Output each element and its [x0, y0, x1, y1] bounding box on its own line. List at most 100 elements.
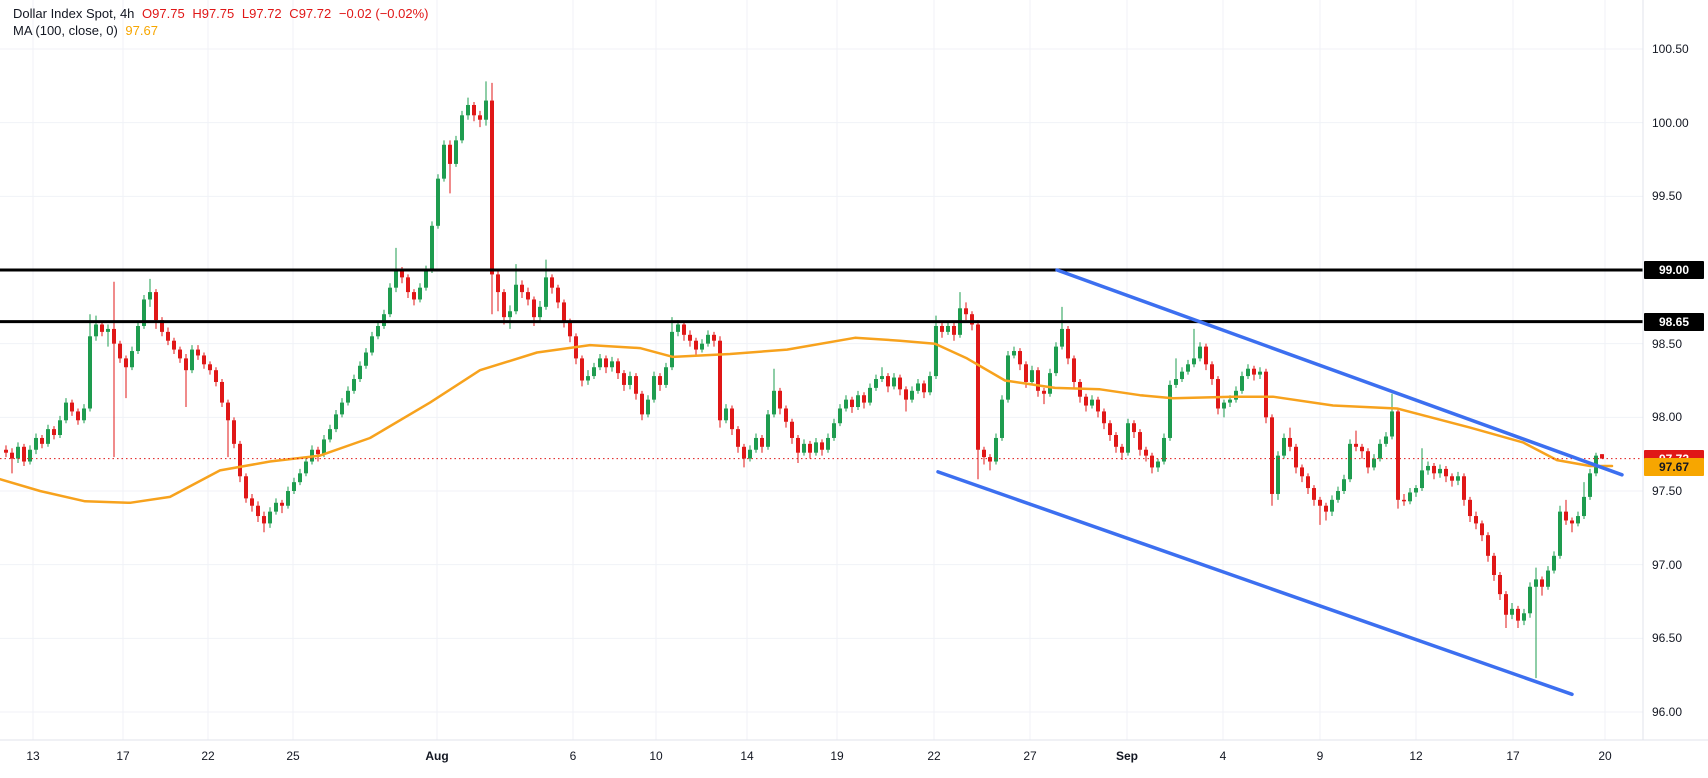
- low-value: 97.72: [249, 6, 282, 21]
- candle-body-up: [28, 449, 32, 462]
- candle-body-up: [1378, 443, 1382, 459]
- candle-body-down: [634, 376, 638, 394]
- candle-body-up: [370, 336, 374, 353]
- candle-body-up: [1390, 411, 1394, 437]
- candle-body-down: [760, 437, 764, 447]
- candle-body-down: [160, 320, 164, 332]
- candle-body-up: [130, 351, 134, 368]
- candle-body-down: [988, 457, 992, 462]
- candle-body-up: [292, 482, 296, 491]
- candle-body-down: [1324, 505, 1328, 512]
- candle-body-down: [550, 277, 554, 288]
- candle-body-up: [106, 328, 110, 332]
- candle-body-up: [628, 376, 632, 385]
- ma-label[interactable]: MA (100, close, 0): [13, 23, 118, 38]
- candle-body-down: [1084, 396, 1088, 406]
- candle-body-up: [388, 287, 392, 315]
- candle-body-up: [376, 325, 380, 337]
- candle-body-up: [832, 423, 836, 438]
- candle-body-up: [136, 325, 140, 352]
- candle-body-up: [190, 349, 194, 371]
- time-label-day: 17: [116, 749, 130, 763]
- candle-body-up: [1558, 511, 1562, 556]
- candle-body-up: [994, 437, 998, 462]
- time-label-day: 4: [1219, 749, 1227, 763]
- candle-body-up: [754, 437, 758, 450]
- candle-body-down: [226, 402, 230, 421]
- candle-body-up: [772, 390, 776, 415]
- candle-body-down: [1366, 451, 1370, 468]
- candle-body-up: [706, 334, 710, 344]
- candle-body-up: [538, 306, 542, 318]
- candle-body-up: [1522, 613, 1526, 621]
- candle-body-down: [10, 452, 14, 459]
- candle-body-down: [166, 331, 170, 341]
- candle-body-up: [544, 277, 548, 307]
- candle-body-down: [1600, 454, 1604, 459]
- candle-body-down: [40, 437, 44, 444]
- candle-body-down: [718, 340, 722, 421]
- time-label-day: 9: [1316, 749, 1324, 763]
- price-tick-label: 99.50: [1652, 189, 1683, 204]
- candle-body-up: [1336, 491, 1340, 500]
- candle-body-down: [280, 502, 284, 506]
- candle-body-down: [1402, 499, 1406, 502]
- candle-body-up: [1174, 379, 1178, 385]
- candle-body-up: [1156, 461, 1160, 468]
- time-label-day: 22: [927, 749, 941, 763]
- candle-body-down: [238, 443, 242, 477]
- candle-body-down: [154, 292, 158, 321]
- candle-body-up: [1414, 488, 1418, 493]
- channel-line-upper[interactable]: [1055, 268, 1624, 477]
- close-value: 97.72: [298, 6, 332, 21]
- candle-body-up: [1576, 516, 1580, 524]
- candle-body-up: [286, 491, 290, 506]
- candle-body-down: [658, 376, 662, 385]
- candle-body-down: [262, 516, 266, 524]
- candle-body-down: [1216, 379, 1220, 409]
- price-tick-label: 100.50: [1652, 42, 1689, 56]
- candle-body-up: [766, 414, 770, 447]
- candle-body-down: [1492, 555, 1496, 575]
- time-label-day: 6: [569, 749, 577, 763]
- candle-body-up: [1408, 492, 1412, 502]
- candle-body-up: [1330, 499, 1334, 512]
- symbol-title[interactable]: Dollar Index Spot, 4h: [13, 6, 135, 21]
- candle-body-up: [1186, 364, 1190, 372]
- candle-body-up: [16, 446, 20, 459]
- candle-body-down: [712, 334, 716, 341]
- candle-body-down: [1018, 351, 1022, 365]
- candle-body-up: [910, 390, 914, 400]
- open-label: O: [142, 6, 153, 21]
- candle-body-down: [1072, 358, 1076, 382]
- candle-body-down: [1360, 446, 1364, 452]
- candle-body-up: [802, 443, 806, 453]
- candle-body-up: [748, 449, 752, 459]
- candle-body-up: [1510, 608, 1514, 615]
- candle-body-up: [700, 343, 704, 350]
- ma-line[interactable]: [0, 336, 1614, 505]
- time-label-day: 12: [1409, 749, 1423, 763]
- time-label-day: 13: [26, 749, 40, 763]
- candle-body-up: [46, 429, 50, 444]
- candle-body-up: [1228, 399, 1232, 403]
- candle-body-up: [652, 376, 656, 400]
- channel-line-lower[interactable]: [936, 470, 1574, 697]
- candle-body-down: [820, 442, 824, 450]
- candle-body-down: [682, 324, 686, 335]
- candle-body-up: [1234, 390, 1238, 400]
- candle-body-up: [1060, 328, 1064, 347]
- level-price-badge: 98.65: [1644, 312, 1704, 331]
- candle-body-down: [640, 393, 644, 415]
- candle-body-up: [1282, 437, 1286, 456]
- candle-body-down: [496, 274, 500, 293]
- candle-body-up: [268, 511, 272, 524]
- candle-body-down: [904, 389, 908, 400]
- candle-body-down: [196, 349, 200, 356]
- candle-body-up: [430, 225, 434, 270]
- candle-body-up: [1276, 455, 1280, 494]
- candle-body-down: [202, 355, 206, 365]
- high-value: 97.75: [201, 6, 235, 21]
